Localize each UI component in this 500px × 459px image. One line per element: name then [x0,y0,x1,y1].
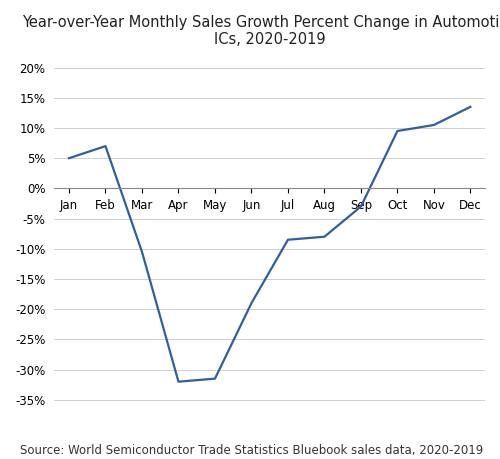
Title: Year-over-Year Monthly Sales Growth Percent Change in Automotive
ICs, 2020-2019: Year-over-Year Monthly Sales Growth Perc… [22,15,500,47]
Text: Source: World Semiconductor Trade Statistics Bluebook sales data, 2020-2019: Source: World Semiconductor Trade Statis… [20,444,483,457]
